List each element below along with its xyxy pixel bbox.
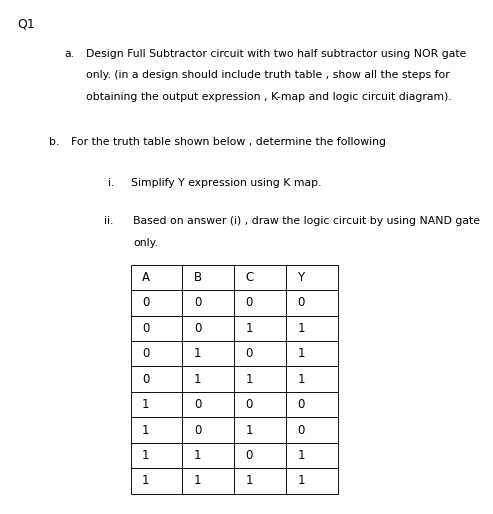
- Bar: [286, 265, 338, 290]
- Bar: [286, 341, 338, 366]
- Bar: [131, 265, 182, 290]
- Text: 1: 1: [246, 424, 253, 436]
- Text: Based on answer (i) , draw the logic circuit by using NAND gate: Based on answer (i) , draw the logic cir…: [133, 216, 480, 226]
- Text: obtaining the output expression , K-map and logic circuit diagram).: obtaining the output expression , K-map …: [86, 92, 452, 102]
- Bar: [182, 468, 234, 493]
- Text: 0: 0: [246, 297, 253, 309]
- Text: 0: 0: [194, 322, 201, 335]
- Bar: [286, 316, 338, 341]
- Bar: [131, 316, 182, 341]
- Text: 0: 0: [246, 449, 253, 462]
- Bar: [182, 265, 234, 290]
- Bar: [234, 290, 286, 316]
- Text: 1: 1: [297, 322, 305, 335]
- Text: only.: only.: [133, 238, 158, 248]
- Bar: [182, 341, 234, 366]
- Bar: [234, 316, 286, 341]
- Text: 1: 1: [297, 449, 305, 462]
- Bar: [131, 290, 182, 316]
- Text: 0: 0: [246, 398, 253, 411]
- Text: 1: 1: [142, 474, 149, 487]
- Bar: [286, 468, 338, 493]
- Bar: [182, 392, 234, 417]
- Text: 0: 0: [246, 347, 253, 360]
- Text: C: C: [246, 271, 254, 284]
- Text: b.: b.: [49, 137, 60, 146]
- Bar: [131, 366, 182, 392]
- Text: 1: 1: [246, 373, 253, 386]
- Bar: [182, 316, 234, 341]
- Text: only. (in a design should include truth table , show all the steps for: only. (in a design should include truth …: [86, 70, 450, 80]
- Bar: [131, 341, 182, 366]
- Bar: [234, 341, 286, 366]
- Bar: [131, 468, 182, 493]
- Bar: [234, 417, 286, 443]
- Bar: [286, 443, 338, 468]
- Bar: [286, 290, 338, 316]
- Bar: [131, 443, 182, 468]
- Text: 1: 1: [194, 449, 201, 462]
- Text: For the truth table shown below , determine the following: For the truth table shown below , determ…: [71, 137, 387, 146]
- Text: 1: 1: [297, 373, 305, 386]
- Text: 1: 1: [246, 474, 253, 487]
- Bar: [234, 468, 286, 493]
- Text: 1: 1: [194, 347, 201, 360]
- Bar: [286, 392, 338, 417]
- Bar: [234, 265, 286, 290]
- Bar: [234, 443, 286, 468]
- Text: B: B: [194, 271, 202, 284]
- Text: 0: 0: [297, 297, 305, 309]
- Text: Design Full Subtractor circuit with two half subtractor using NOR gate: Design Full Subtractor circuit with two …: [86, 49, 467, 59]
- Text: Simplify Y expression using K map.: Simplify Y expression using K map.: [131, 178, 321, 188]
- Text: 0: 0: [297, 398, 305, 411]
- Text: Y: Y: [297, 271, 305, 284]
- Bar: [182, 290, 234, 316]
- Text: 1: 1: [246, 322, 253, 335]
- Text: A: A: [142, 271, 150, 284]
- Text: 0: 0: [142, 297, 149, 309]
- Text: 0: 0: [142, 322, 149, 335]
- Text: 1: 1: [297, 474, 305, 487]
- Text: 0: 0: [194, 424, 201, 436]
- Text: 0: 0: [194, 297, 201, 309]
- Text: i.: i.: [108, 178, 115, 188]
- Text: ii.: ii.: [104, 216, 113, 226]
- Bar: [234, 366, 286, 392]
- Bar: [182, 417, 234, 443]
- Bar: [182, 366, 234, 392]
- Bar: [131, 392, 182, 417]
- Text: 1: 1: [194, 474, 201, 487]
- Bar: [286, 366, 338, 392]
- Text: 1: 1: [194, 373, 201, 386]
- Bar: [234, 392, 286, 417]
- Text: 0: 0: [297, 424, 305, 436]
- Bar: [131, 417, 182, 443]
- Text: 1: 1: [142, 449, 149, 462]
- Bar: [286, 417, 338, 443]
- Text: a.: a.: [64, 49, 74, 59]
- Text: 0: 0: [142, 373, 149, 386]
- Text: 1: 1: [297, 347, 305, 360]
- Text: 0: 0: [194, 398, 201, 411]
- Text: 1: 1: [142, 424, 149, 436]
- Text: Q1: Q1: [17, 18, 35, 31]
- Text: 0: 0: [142, 347, 149, 360]
- Text: 1: 1: [142, 398, 149, 411]
- Bar: [182, 443, 234, 468]
